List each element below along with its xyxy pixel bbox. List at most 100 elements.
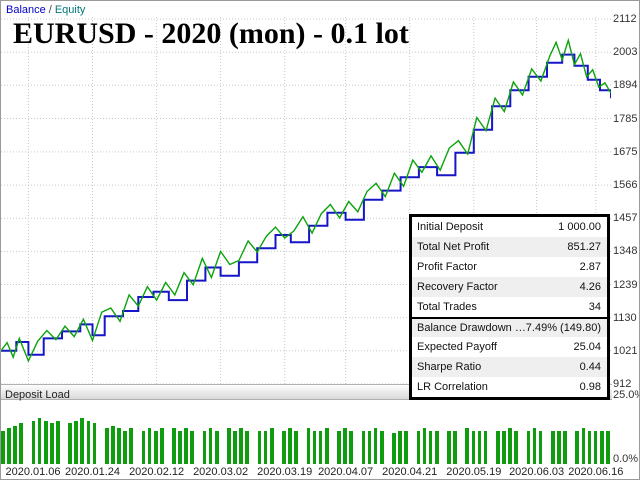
deposit-load-bar — [172, 428, 176, 464]
chart-legend: Balance / Equity — [6, 4, 85, 16]
y-axis-label: 2003 — [613, 46, 638, 59]
stats-row: Initial Deposit 1 000.00 — [412, 217, 607, 237]
deposit-load-bar — [392, 433, 396, 464]
deposit-load-bar — [227, 428, 231, 464]
deposit-load-histogram — [1, 400, 612, 464]
stats-row-label: Profit Factor — [417, 261, 477, 273]
stats-row-value: 7.49% (149.80) — [525, 322, 601, 334]
deposit-load-bar — [190, 430, 195, 464]
y-axis-label: 2112 — [613, 13, 637, 25]
stats-row-value: 25.04 — [573, 341, 601, 353]
deposit-load-bar — [214, 430, 219, 464]
stats-row: LR Correlation 0.98 — [412, 377, 607, 397]
deposit-load-bar — [184, 428, 189, 464]
stats-row-label: Total Net Profit — [417, 241, 490, 253]
deposit-load-bar — [477, 430, 482, 464]
deposit-load-bar — [294, 430, 299, 464]
stats-row: Total Trades 34 — [412, 297, 607, 317]
stats-row-value: 1 000.00 — [558, 221, 601, 233]
y-axis-label: 1457 — [613, 212, 638, 225]
deposit-load-bar — [104, 428, 109, 464]
stats-row-value: 0.98 — [579, 381, 601, 393]
deposit-load-bar — [43, 420, 48, 464]
y-axis-label: 1675 — [613, 145, 638, 158]
stats-row-label: Balance Drawdown … — [417, 322, 526, 334]
deposit-load-bar — [422, 428, 427, 464]
deposit-load-bar — [563, 430, 567, 464]
deposit-load-bar — [257, 430, 262, 464]
deposit-load-bar — [117, 428, 121, 464]
deposit-load-axis-max: 25.0% — [613, 389, 639, 401]
deposit-load-bar — [306, 428, 311, 464]
x-axis-label: 2020.04.21 — [382, 466, 438, 478]
deposit-load-bar — [495, 430, 500, 464]
x-axis-label: 2020.02.12 — [129, 466, 185, 478]
deposit-load-bar — [245, 430, 250, 464]
stats-row-label: Recovery Factor — [417, 281, 498, 293]
deposit-load-bar — [141, 430, 146, 464]
stats-row-value: 851.27 — [567, 241, 601, 253]
equity-line — [1, 37, 611, 363]
deposit-load-bar — [239, 428, 244, 464]
deposit-load-bar — [80, 417, 85, 464]
stats-row: Sharpe Ratio 0.44 — [412, 357, 607, 377]
y-axis-label: 1894 — [613, 79, 638, 92]
deposit-load-bar — [557, 430, 561, 464]
deposit-load-bar — [153, 430, 158, 464]
deposit-load-bar — [367, 430, 372, 464]
deposit-load-bar — [502, 430, 506, 464]
y-axis-label: 1348 — [613, 245, 638, 258]
stats-row-value: 2.87 — [579, 261, 601, 273]
stats-row-label: Initial Deposit — [417, 221, 484, 233]
deposit-load-bar — [581, 428, 586, 464]
deposit-load-bar — [324, 428, 329, 464]
deposit-load-bar — [599, 430, 604, 464]
x-axis-label: 2020.04.07 — [318, 466, 374, 478]
deposit-load-bar — [416, 430, 421, 464]
deposit-load-bar — [471, 430, 476, 464]
x-axis-label: 2020.03.19 — [257, 466, 313, 478]
stats-row: Total Net Profit 851.27 — [412, 237, 607, 257]
deposit-load-bar — [288, 428, 292, 464]
x-axis-label: 2020.01.24 — [64, 466, 121, 478]
deposit-load-bar — [361, 430, 366, 464]
deposit-load-bar — [19, 423, 24, 464]
deposit-load-bar — [538, 430, 543, 464]
deposit-load-bar — [282, 430, 286, 464]
deposit-load-bar — [263, 430, 268, 464]
deposit-load-bar — [56, 420, 60, 464]
stats-row: Recovery Factor 4.26 — [412, 277, 607, 297]
deposit-load-bar — [312, 430, 317, 464]
deposit-load-bar — [593, 430, 598, 464]
deposit-load-bar — [508, 428, 512, 464]
stats-table: Initial Deposit 1 000.00 Total Net Profit 8… — [409, 214, 610, 400]
deposit-load-axis-min: 0.0% — [613, 453, 639, 465]
deposit-load-bar — [31, 420, 36, 464]
deposit-load-bar — [269, 428, 274, 464]
deposit-load-label: Deposit Load — [5, 389, 70, 401]
stats-row-value: 0.44 — [579, 361, 601, 373]
deposit-load-bar — [379, 430, 384, 464]
deposit-load-bar — [575, 430, 580, 464]
legend-balance-label: Balance — [6, 4, 46, 16]
deposit-load-bar — [111, 425, 115, 464]
deposit-load-bar — [74, 420, 79, 464]
deposit-load-bar — [453, 430, 457, 464]
chart-title: EURUSD - 2020 (mon) - 0.1 lot — [13, 17, 409, 50]
x-axis-label: 2020.03.02 — [193, 466, 249, 478]
deposit-load-bar — [68, 423, 72, 464]
deposit-load-bar — [1, 430, 5, 464]
deposit-load-bar — [447, 430, 451, 464]
deposit-load-bar — [208, 428, 213, 464]
deposit-load-bar — [202, 430, 207, 464]
y-axis-label: 1785 — [613, 112, 638, 125]
deposit-load-bar — [349, 430, 354, 464]
deposit-load-bar — [123, 430, 127, 464]
y-axis-label: 1021 — [613, 344, 638, 357]
stats-row: Balance Drawdown … 7.49% (149.80) — [412, 317, 607, 337]
y-axis-label: 912 — [613, 378, 632, 390]
stats-row: Expected Payoff 25.04 — [412, 337, 607, 357]
deposit-load-bar — [532, 428, 537, 464]
legend-equity-label: Equity — [54, 4, 86, 16]
